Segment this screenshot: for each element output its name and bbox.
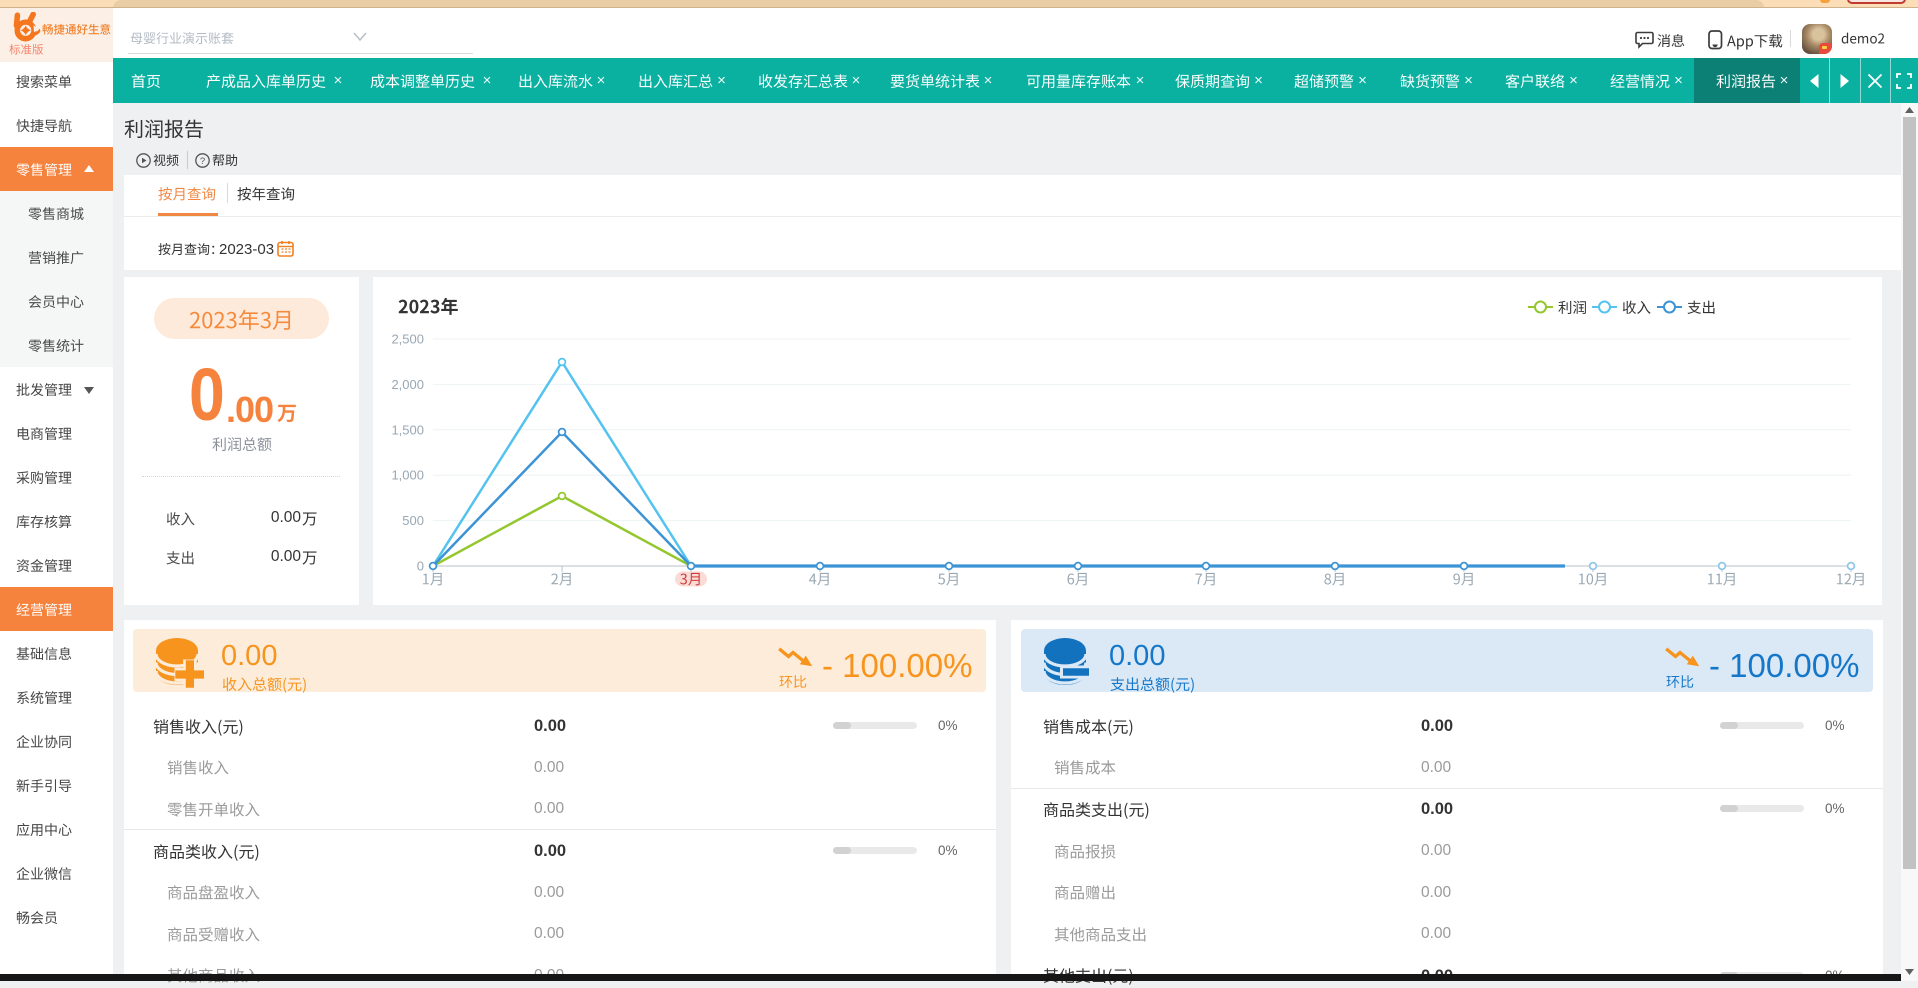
svg-text:2,500: 2,500 (391, 332, 424, 347)
svg-text:500: 500 (402, 513, 424, 528)
svg-text:0: 0 (417, 559, 424, 574)
svg-text:1,500: 1,500 (391, 422, 424, 437)
svg-text:1,000: 1,000 (391, 468, 424, 483)
svg-text:?: ? (200, 156, 205, 167)
svg-text:2,000: 2,000 (391, 377, 424, 392)
